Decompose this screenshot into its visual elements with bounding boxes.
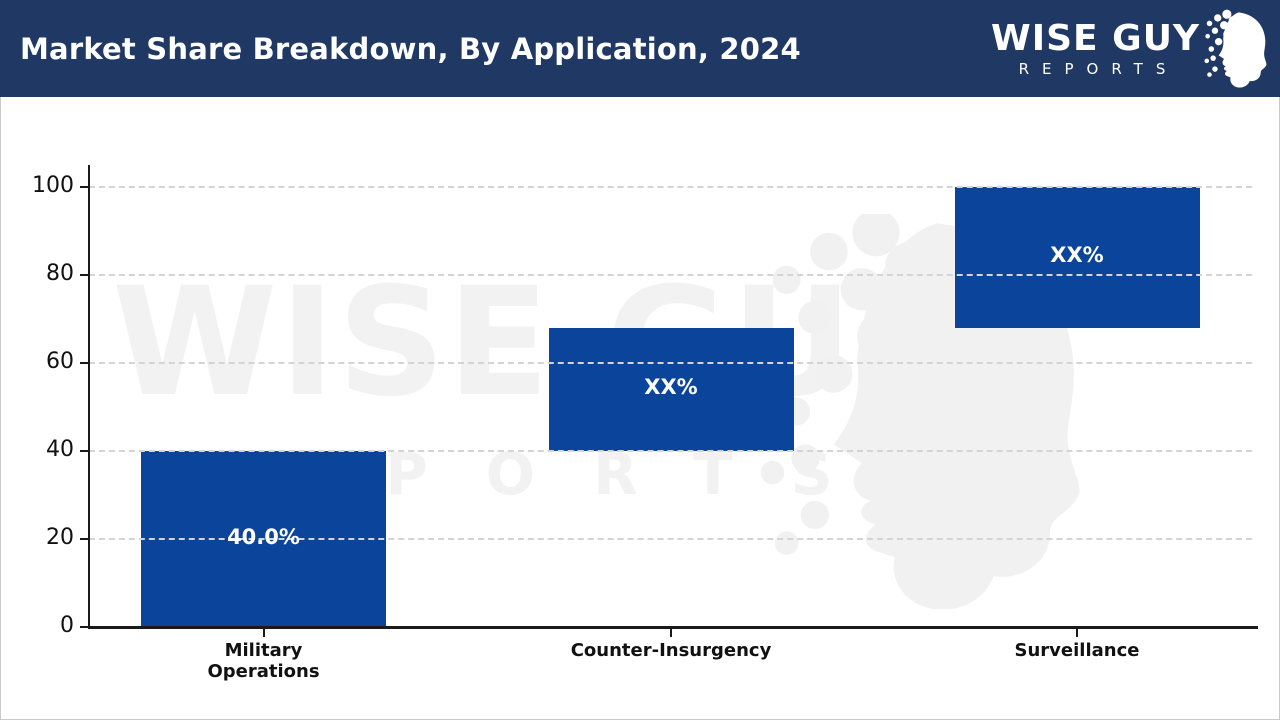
gridline-20: [89, 538, 1252, 540]
wiseguy-face-icon: [1204, 9, 1267, 88]
logo-subtitle-text: REPORTS: [1018, 60, 1179, 78]
logo-text-block: WISE GUY REPORTS: [990, 18, 1200, 79]
bar-3: [954, 187, 1200, 328]
bar-value-label: XX%: [644, 375, 698, 400]
x-tick-mark: [262, 629, 265, 637]
y-tick-mark: [80, 274, 88, 276]
bar-2: [548, 327, 794, 451]
gridline-40: [89, 450, 1252, 452]
wiseguy-logo: WISE GUY REPORTS: [991, 4, 1268, 94]
y-tick-label: 100: [32, 173, 74, 198]
gridline-100: [89, 186, 1252, 188]
y-tick-mark: [80, 538, 88, 540]
y-tick-label: 0: [60, 613, 74, 638]
y-tick-mark: [80, 186, 88, 188]
y-axis-line: [88, 165, 90, 628]
x-category-label: Military Operations: [207, 640, 320, 682]
y-tick-mark: [80, 450, 88, 452]
bar-value-label: XX%: [1050, 243, 1104, 268]
y-tick-label: 60: [46, 349, 74, 374]
x-tick-mark: [1076, 629, 1078, 637]
y-tick-mark: [80, 362, 88, 364]
gridline-80: [89, 274, 1252, 276]
header-bar: Market Share Breakdown, By Application, …: [0, 0, 1280, 97]
y-tick-mark: [80, 626, 88, 628]
x-tick-mark: [670, 629, 672, 637]
bar-value-label: 40.0%: [227, 525, 300, 549]
x-category-label: Counter-Insurgency: [570, 640, 772, 661]
page-title: Market Share Breakdown, By Application, …: [20, 31, 801, 66]
x-axis-line: [88, 626, 1258, 629]
watermark-text-line1: WISE GUY: [112, 256, 966, 430]
y-tick-label: 20: [46, 525, 74, 550]
x-category-label: Surveillance: [1014, 640, 1140, 661]
y-tick-label: 40: [46, 437, 74, 462]
logo-name-text: WISE GUY: [990, 18, 1200, 59]
y-tick-label: 80: [46, 261, 74, 286]
gridline-60: [89, 362, 1252, 364]
